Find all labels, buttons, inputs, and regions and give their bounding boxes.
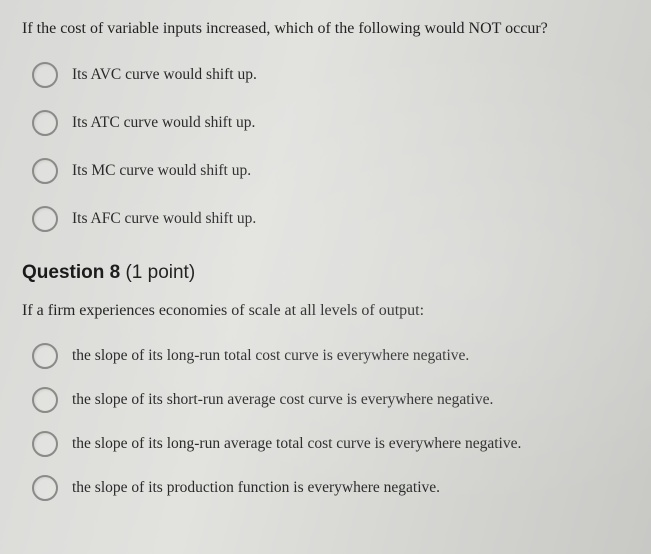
- q7-option-d[interactable]: Its AFC curve would shift up.: [32, 206, 621, 232]
- option-label: the slope of its long-run total cost cur…: [72, 347, 469, 365]
- question-8-header: Question 8 (1 point): [22, 262, 621, 284]
- question-number: Question 8: [22, 262, 120, 283]
- option-label: Its AVC curve would shift up.: [72, 66, 257, 84]
- radio-icon: [32, 387, 58, 413]
- option-label: the slope of its short-run average cost …: [72, 391, 493, 409]
- question-points: (1 point): [120, 262, 195, 283]
- radio-icon: [32, 343, 58, 369]
- radio-icon: [32, 206, 58, 232]
- option-label: Its AFC curve would shift up.: [72, 210, 256, 228]
- radio-icon: [32, 110, 58, 136]
- radio-icon: [32, 475, 58, 501]
- q8-option-c[interactable]: the slope of its long-run average total …: [32, 431, 621, 457]
- question-8-block: If a firm experiences economies of scale…: [22, 300, 621, 502]
- radio-icon: [32, 431, 58, 457]
- question-8-stem: If a firm experiences economies of scale…: [22, 300, 621, 322]
- radio-icon: [32, 158, 58, 184]
- q8-option-d[interactable]: the slope of its production function is …: [32, 475, 621, 501]
- option-label: Its ATC curve would shift up.: [72, 114, 255, 132]
- q7-option-a[interactable]: Its AVC curve would shift up.: [32, 62, 621, 88]
- question-7-block: If the cost of variable inputs increased…: [22, 18, 621, 232]
- question-7-stem: If the cost of variable inputs increased…: [22, 18, 621, 40]
- option-label: the slope of its production function is …: [72, 479, 440, 497]
- option-label: the slope of its long-run average total …: [72, 435, 521, 453]
- q7-option-b[interactable]: Its ATC curve would shift up.: [32, 110, 621, 136]
- q8-option-a[interactable]: the slope of its long-run total cost cur…: [32, 343, 621, 369]
- radio-icon: [32, 62, 58, 88]
- q8-option-b[interactable]: the slope of its short-run average cost …: [32, 387, 621, 413]
- option-label: Its MC curve would shift up.: [72, 162, 251, 180]
- q7-option-c[interactable]: Its MC curve would shift up.: [32, 158, 621, 184]
